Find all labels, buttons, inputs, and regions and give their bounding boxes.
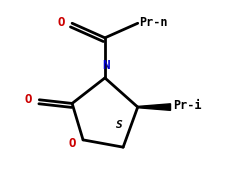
Text: S: S [116,120,123,130]
Polygon shape [138,104,170,110]
Text: Pr-n: Pr-n [140,16,168,29]
Text: O: O [57,16,65,29]
Text: O: O [68,137,76,150]
Text: N: N [102,59,110,73]
Text: O: O [25,93,32,106]
Text: Pr-i: Pr-i [173,99,202,112]
